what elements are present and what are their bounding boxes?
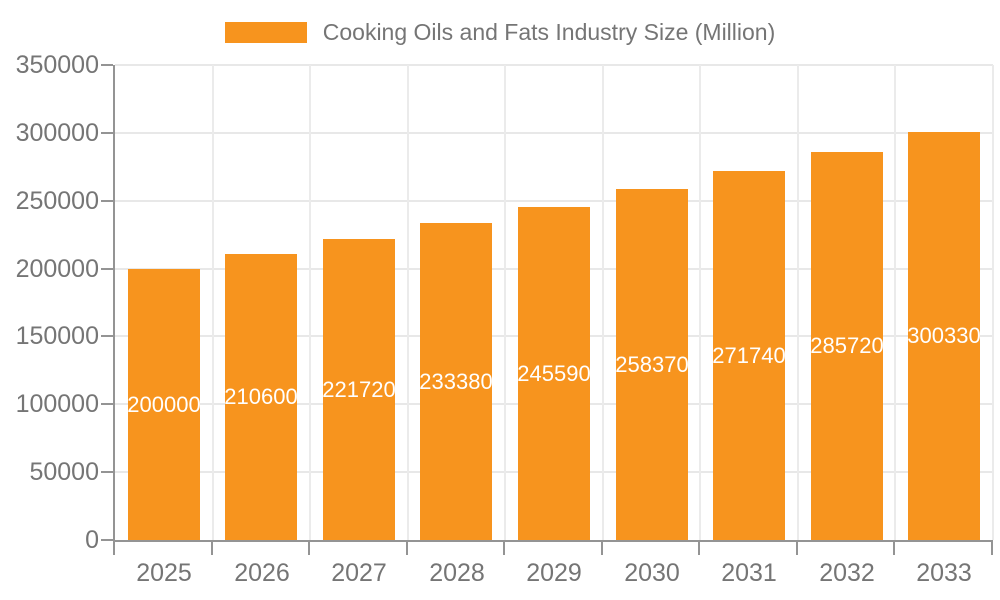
y-tick-label: 350000 <box>15 51 99 79</box>
y-tick-label: 150000 <box>15 322 99 350</box>
x-tick-label: 2032 <box>819 559 875 587</box>
h-gridline <box>115 131 993 134</box>
x-axis-tick <box>601 542 603 555</box>
bar-2025[interactable] <box>128 269 200 540</box>
x-axis-tick <box>211 542 213 555</box>
x-tick-label: 2033 <box>916 559 972 587</box>
bar-2027[interactable] <box>323 239 395 540</box>
h-gridline <box>115 64 993 66</box>
y-axis-tick <box>101 64 113 66</box>
x-axis-tick <box>503 542 505 555</box>
y-tick-label: 200000 <box>15 255 99 283</box>
y-axis-tick <box>101 335 113 337</box>
bar-2033[interactable] <box>908 132 980 540</box>
x-tick-label: 2029 <box>526 559 582 587</box>
bar-2032[interactable] <box>811 152 883 540</box>
x-tick-label: 2031 <box>721 559 777 587</box>
bar-2029[interactable] <box>518 207 590 540</box>
x-tick-label: 2026 <box>234 559 290 587</box>
x-axis-tick <box>308 542 310 555</box>
v-gridline <box>797 65 799 540</box>
legend-item[interactable]: Cooking Oils and Fats Industry Size (Mil… <box>0 17 1000 47</box>
x-tick-label: 2027 <box>331 559 387 587</box>
x-tick-label: 2028 <box>429 559 485 587</box>
y-tick-label: 50000 <box>29 458 99 486</box>
v-gridline <box>407 65 409 540</box>
x-tick-label: 2025 <box>136 559 192 587</box>
y-axis-tick <box>101 539 113 541</box>
bar-2028[interactable] <box>420 223 492 540</box>
v-gridline <box>309 65 311 540</box>
legend-swatch <box>224 21 307 43</box>
y-tick-label: 100000 <box>15 390 99 418</box>
y-axis-tick <box>101 268 113 270</box>
v-gridline <box>504 65 506 540</box>
plot-area: 200000 210600 221720 233380 245590 258370 2717… <box>113 64 994 542</box>
x-axis-tick <box>893 542 895 555</box>
x-tick-label: 2030 <box>624 559 680 587</box>
y-axis-tick <box>101 132 113 134</box>
v-gridline <box>212 65 214 540</box>
v-gridline <box>602 65 604 540</box>
bar-2026[interactable] <box>225 254 297 540</box>
legend-label: Cooking Oils and Fats Industry Size (Mil… <box>322 18 776 45</box>
x-axis-tick <box>698 542 700 555</box>
y-tick-label: 300000 <box>15 119 99 147</box>
x-axis-tick <box>991 542 993 555</box>
y-tick-label: 250000 <box>15 187 99 215</box>
y-axis-tick <box>101 403 113 405</box>
h-gridline <box>115 199 993 202</box>
x-axis-tick <box>406 542 408 555</box>
y-axis-tick <box>101 200 113 202</box>
y-axis-tick <box>101 471 113 473</box>
v-gridline <box>699 65 701 540</box>
x-axis-tick <box>113 542 115 555</box>
bar-2030[interactable] <box>616 189 688 540</box>
x-axis-tick <box>796 542 798 555</box>
v-gridline <box>894 65 896 540</box>
bar-2031[interactable] <box>713 171 785 540</box>
y-tick-label: 0 <box>85 526 99 554</box>
v-gridline <box>992 65 994 540</box>
